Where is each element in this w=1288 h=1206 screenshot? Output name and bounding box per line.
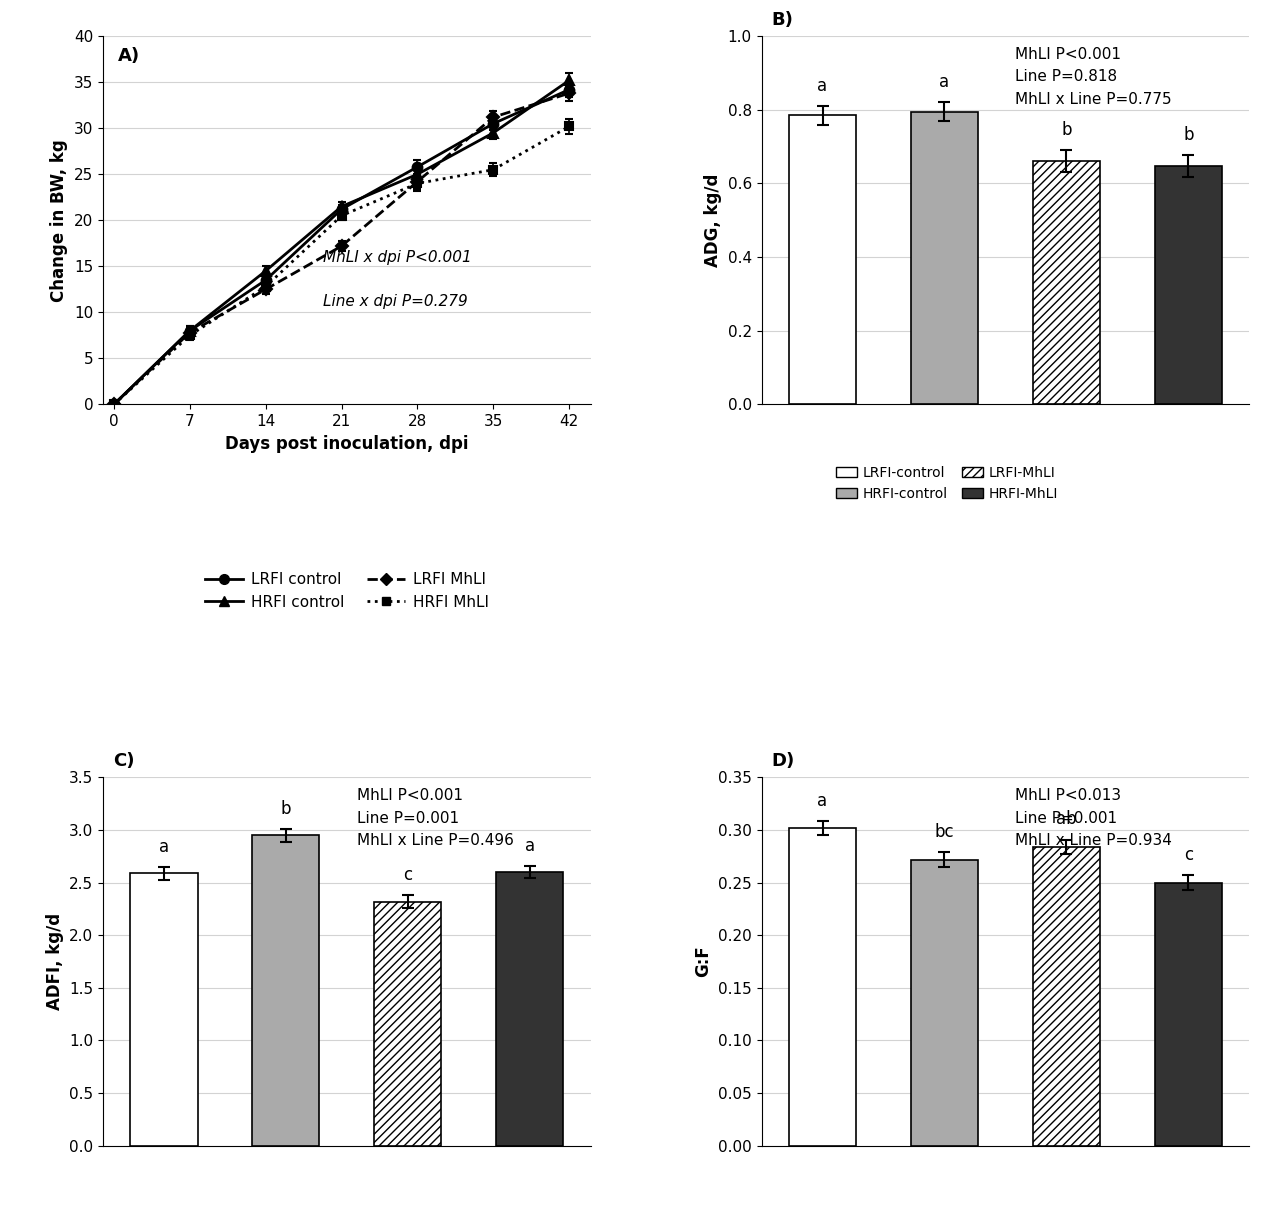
Bar	[1155, 883, 1222, 1146]
Text: a: a	[158, 838, 169, 856]
Text: MhLI x dpi P<0.001: MhLI x dpi P<0.001	[322, 250, 471, 264]
Legend: LRFI control, HRFI control, LRFI MhLI, HRFI MhLI: LRFI control, HRFI control, LRFI MhLI, H…	[205, 572, 489, 610]
Legend: LRFI-control, HRFI-control, LRFI-MhLI, HRFI-MhLI: LRFI-control, HRFI-control, LRFI-MhLI, H…	[836, 466, 1057, 500]
Text: a: a	[524, 837, 535, 855]
Y-axis label: G:F: G:F	[694, 946, 712, 977]
Bar	[130, 873, 197, 1146]
Text: bc: bc	[935, 824, 954, 841]
Y-axis label: ADFI, kg/d: ADFI, kg/d	[45, 913, 63, 1011]
X-axis label: Days post inoculation, dpi: Days post inoculation, dpi	[225, 434, 469, 452]
Text: A): A)	[117, 47, 140, 65]
Bar	[1155, 165, 1222, 404]
Y-axis label: Change in BW, kg: Change in BW, kg	[50, 139, 68, 302]
Text: b: b	[281, 800, 291, 818]
Y-axis label: ADG, kg/d: ADG, kg/d	[705, 174, 723, 267]
Text: b: b	[1061, 122, 1072, 139]
Text: D): D)	[772, 753, 795, 771]
Text: c: c	[403, 866, 412, 884]
Text: c: c	[1184, 847, 1193, 865]
Text: MhLI P<0.001
Line P=0.818
MhLI x Line P=0.775: MhLI P<0.001 Line P=0.818 MhLI x Line P=…	[1015, 47, 1172, 106]
Text: a: a	[818, 77, 828, 95]
Text: MhLI P<0.013
Line P=0.001
MhLI x Line P=0.934: MhLI P<0.013 Line P=0.001 MhLI x Line P=…	[1015, 789, 1172, 848]
Text: MhLI P<0.001
Line P=0.001
MhLI x Line P=0.496: MhLI P<0.001 Line P=0.001 MhLI x Line P=…	[357, 789, 514, 848]
Bar	[1033, 847, 1100, 1146]
Text: a: a	[939, 74, 949, 92]
Text: b: b	[1184, 125, 1194, 144]
Bar	[911, 112, 978, 404]
Text: ab: ab	[1056, 810, 1077, 829]
Bar	[790, 116, 857, 404]
Bar	[496, 872, 563, 1146]
Bar	[911, 860, 978, 1146]
Bar	[252, 836, 319, 1146]
Bar	[790, 829, 857, 1146]
Text: C): C)	[113, 753, 134, 771]
Text: Line x dpi P=0.279: Line x dpi P=0.279	[322, 294, 468, 309]
Text: B): B)	[772, 11, 793, 29]
Bar	[375, 902, 442, 1146]
Bar	[1033, 162, 1100, 404]
Text: a: a	[818, 791, 828, 809]
